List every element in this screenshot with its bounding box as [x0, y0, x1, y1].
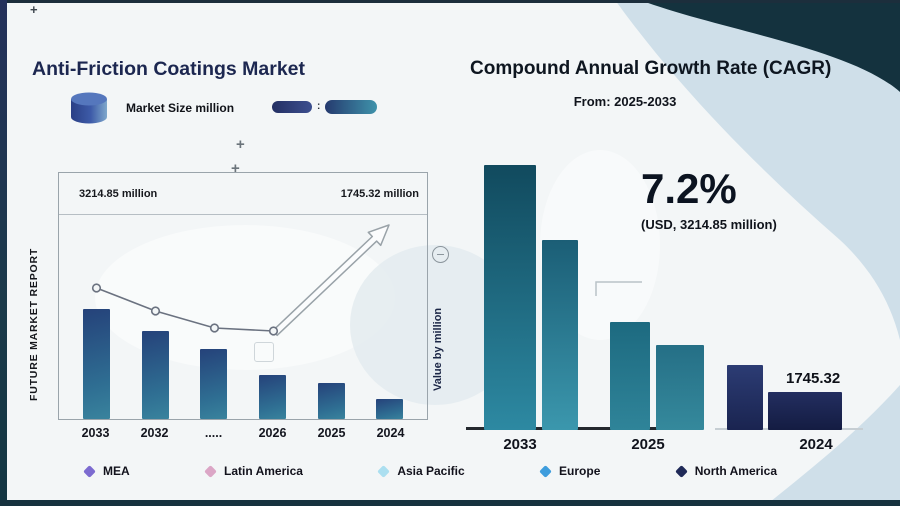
cagr-bar [656, 345, 704, 430]
market-bar-column [302, 215, 361, 419]
legend-dot [204, 464, 217, 478]
market-bars-row [59, 215, 427, 419]
cagr-x-label: 2033 [503, 436, 537, 453]
market-x-axis: 2033 2032..... 2026 2025 2024 [58, 426, 428, 440]
cagr-value-block: 7.2% (USD, 3214.85 million) [641, 165, 777, 233]
trend-marker [91, 283, 102, 293]
legend-dot [539, 464, 552, 478]
market-bar-column [126, 215, 185, 419]
legend-item: Europe [539, 464, 601, 478]
market-size-bar [317, 383, 345, 419]
region-legend: MEA Latin America Asia Pacific Europe North … [83, 464, 777, 478]
end-value-label: 1745.32 million [340, 187, 419, 200]
market-x-label: 2033 [81, 426, 110, 440]
market-x-label: ..... [204, 426, 223, 440]
value-by-million-label: Value by million [432, 307, 444, 391]
market-bar-column [67, 215, 126, 419]
market-size-bar [258, 375, 286, 419]
plus-icon: + [236, 136, 245, 153]
legend-label: MEA [103, 464, 130, 478]
trend-line-and-arrow [91, 224, 390, 337]
plus-icon: + [231, 160, 240, 177]
market-size-bar [376, 399, 404, 419]
market-bar-column [243, 215, 302, 419]
market-bar-column [360, 215, 419, 419]
bottom-edge-bar [0, 500, 900, 506]
cagr-x-label: 2025 [631, 436, 665, 453]
legend-label: North America [694, 464, 777, 478]
trend-marker [268, 326, 279, 336]
cagr-title: Compound Annual Growth Rate (CAGR) [470, 58, 832, 79]
left-edge-bar [0, 0, 7, 506]
cagr-bar [610, 322, 650, 430]
ghost-square-decoration [254, 342, 274, 362]
trend-line [96, 287, 274, 332]
minus-circle-icon [432, 246, 449, 263]
legend-item: MEA [83, 464, 130, 478]
market-size-legend-label: Market Size million [126, 101, 235, 115]
chart-header-values: 3214.85 million 1745.32 million [59, 173, 427, 215]
start-value-label: 3214.85 million [79, 187, 158, 200]
growth-arrow [272, 224, 390, 337]
market-size-chart: 3214.85 million 1745.32 million [58, 172, 428, 420]
legend-label: Asia Pacific [397, 464, 465, 478]
cagr-annotation-value: 1745.32 [786, 370, 841, 387]
market-size-legend: Market Size million [62, 90, 234, 126]
market-size-bar [141, 331, 169, 419]
cagr-bar [484, 165, 536, 430]
cagr-detail: (USD, 3214.85 million) [641, 217, 777, 232]
pill-decoration: : [272, 100, 378, 114]
future-market-report-label: FUTURE MARKET REPORT [28, 247, 40, 401]
legend-item: North America [674, 464, 777, 478]
legend-item: Asia Pacific [377, 464, 465, 478]
cagr-axis-baseline [466, 427, 702, 430]
market-bar-column [184, 215, 243, 419]
navy-pill [272, 101, 312, 113]
cagr-bar [542, 240, 578, 430]
cagr-bar [768, 392, 842, 430]
legend-dot [377, 464, 391, 478]
trend-marker [150, 306, 161, 316]
plus-icon: + [30, 2, 38, 17]
top-edge-line [0, 0, 900, 3]
cagr-x-label: 2024 [799, 436, 833, 453]
market-x-label: 2032 [140, 426, 169, 440]
market-size-bar [82, 309, 110, 419]
cagr-subtitle: From: 2025-2033 [573, 94, 677, 109]
pill-separator: : [317, 101, 321, 112]
legend-label: Europe [559, 464, 601, 478]
cylinder-icon [71, 92, 107, 124]
cagr-bar [727, 365, 763, 430]
market-title: Anti-Friction Coatings Market [32, 58, 306, 80]
market-x-label: 2024 [376, 426, 405, 440]
cagr-percentage: 7.2% [641, 165, 737, 212]
market-x-label: 2026 [258, 426, 287, 440]
legend-dot [674, 464, 688, 478]
market-x-label: 2025 [317, 426, 346, 440]
legend-item: Latin America [204, 464, 303, 478]
market-size-bar [200, 349, 228, 419]
legend-label: Latin America [224, 464, 303, 478]
trend-marker [209, 323, 220, 333]
teal-pill [325, 100, 378, 114]
legend-dot [83, 464, 96, 478]
